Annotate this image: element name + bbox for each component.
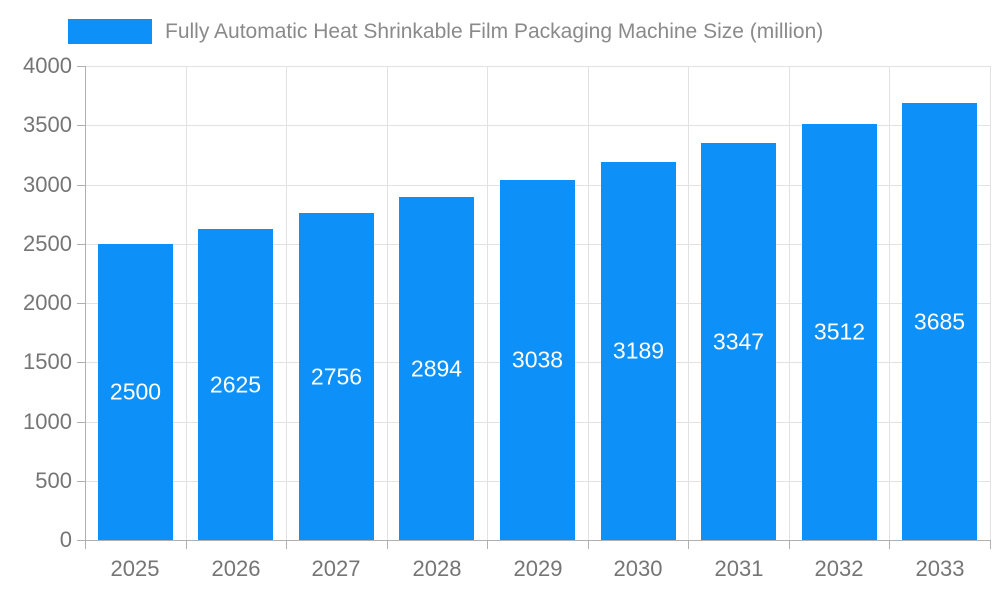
bar[interactable]: 2500 <box>98 244 173 540</box>
bar-value-label: 2625 <box>209 371 262 397</box>
x-gridline <box>990 66 991 540</box>
bar[interactable]: 3038 <box>500 180 575 540</box>
y-tick-mark <box>77 422 85 423</box>
x-axis-tick-label: 2031 <box>714 556 764 581</box>
y-axis-tick-label: 3000 <box>23 172 72 197</box>
bar[interactable]: 3512 <box>802 124 877 540</box>
x-tick-mark <box>789 540 790 549</box>
x-axis-tick-label: 2030 <box>613 556 663 581</box>
y-axis-tick-label: 3500 <box>23 112 72 137</box>
bar-value-label: 3512 <box>813 318 866 345</box>
y-axis-tick-label: 0 <box>59 527 72 552</box>
bar-value-label: 3685 <box>913 308 966 334</box>
x-axis-tick-label: 2026 <box>211 556 261 581</box>
bar-value-label: 3347 <box>712 328 765 354</box>
bar[interactable]: 2756 <box>299 213 374 540</box>
y-tick-mark <box>77 481 85 482</box>
x-tick-mark <box>688 540 689 549</box>
x-axis-tick-label: 2027 <box>311 556 361 581</box>
x-gridline <box>588 66 589 540</box>
bar[interactable]: 2625 <box>198 229 273 540</box>
y-tick-mark <box>77 244 85 245</box>
x-axis-tick-label: 2028 <box>412 556 462 581</box>
y-tick-mark <box>77 125 85 126</box>
y-axis-tick-label: 4000 <box>23 53 72 78</box>
x-tick-mark <box>186 540 187 549</box>
x-axis-tick-label: 2032 <box>814 556 864 581</box>
x-gridline <box>186 66 187 540</box>
bar-value-label: 3038 <box>511 346 564 373</box>
bar-value-label: 2894 <box>410 355 463 381</box>
y-tick-mark <box>77 185 85 186</box>
y-axis-tick-label: 1500 <box>23 349 72 374</box>
x-gridline <box>789 66 790 540</box>
bar[interactable]: 3189 <box>601 162 676 540</box>
bar[interactable]: 3347 <box>701 143 776 540</box>
bar[interactable]: 3685 <box>902 103 977 540</box>
y-tick-mark <box>77 540 85 541</box>
x-axis-tick-label: 2025 <box>110 556 160 581</box>
x-axis-line <box>85 540 990 541</box>
x-tick-mark <box>889 540 890 549</box>
y-axis-tick-label: 2500 <box>23 231 72 256</box>
x-tick-mark <box>487 540 488 549</box>
x-gridline <box>387 66 388 540</box>
x-tick-mark <box>588 540 589 549</box>
y-tick-mark <box>77 362 85 363</box>
x-gridline <box>487 66 488 540</box>
x-axis-tick-label: 2033 <box>915 556 965 581</box>
legend-label: Fully Automatic Heat Shrinkable Film Pac… <box>165 20 824 43</box>
y-tick-mark <box>77 66 85 67</box>
x-tick-mark <box>286 540 287 549</box>
x-gridline <box>286 66 287 540</box>
x-tick-mark <box>85 540 86 549</box>
bar-value-label: 3189 <box>612 337 665 364</box>
y-gridline <box>85 125 990 126</box>
x-tick-mark <box>990 540 991 549</box>
legend[interactable]: Fully Automatic Heat Shrinkable Film Pac… <box>68 19 823 44</box>
y-axis-line <box>85 66 86 540</box>
x-gridline <box>889 66 890 540</box>
bar-value-label: 2500 <box>109 378 162 405</box>
x-axis-tick-label: 2029 <box>513 556 563 581</box>
y-gridline <box>85 66 990 67</box>
y-axis-tick-label: 500 <box>35 468 72 493</box>
y-tick-mark <box>77 303 85 304</box>
y-axis-tick-label: 1000 <box>23 409 72 434</box>
y-axis-tick-label: 2000 <box>23 290 72 315</box>
x-gridline <box>688 66 689 540</box>
x-tick-mark <box>387 540 388 549</box>
bar[interactable]: 2894 <box>399 197 474 540</box>
bar-value-label: 2756 <box>310 363 363 389</box>
legend-swatch <box>68 19 152 44</box>
